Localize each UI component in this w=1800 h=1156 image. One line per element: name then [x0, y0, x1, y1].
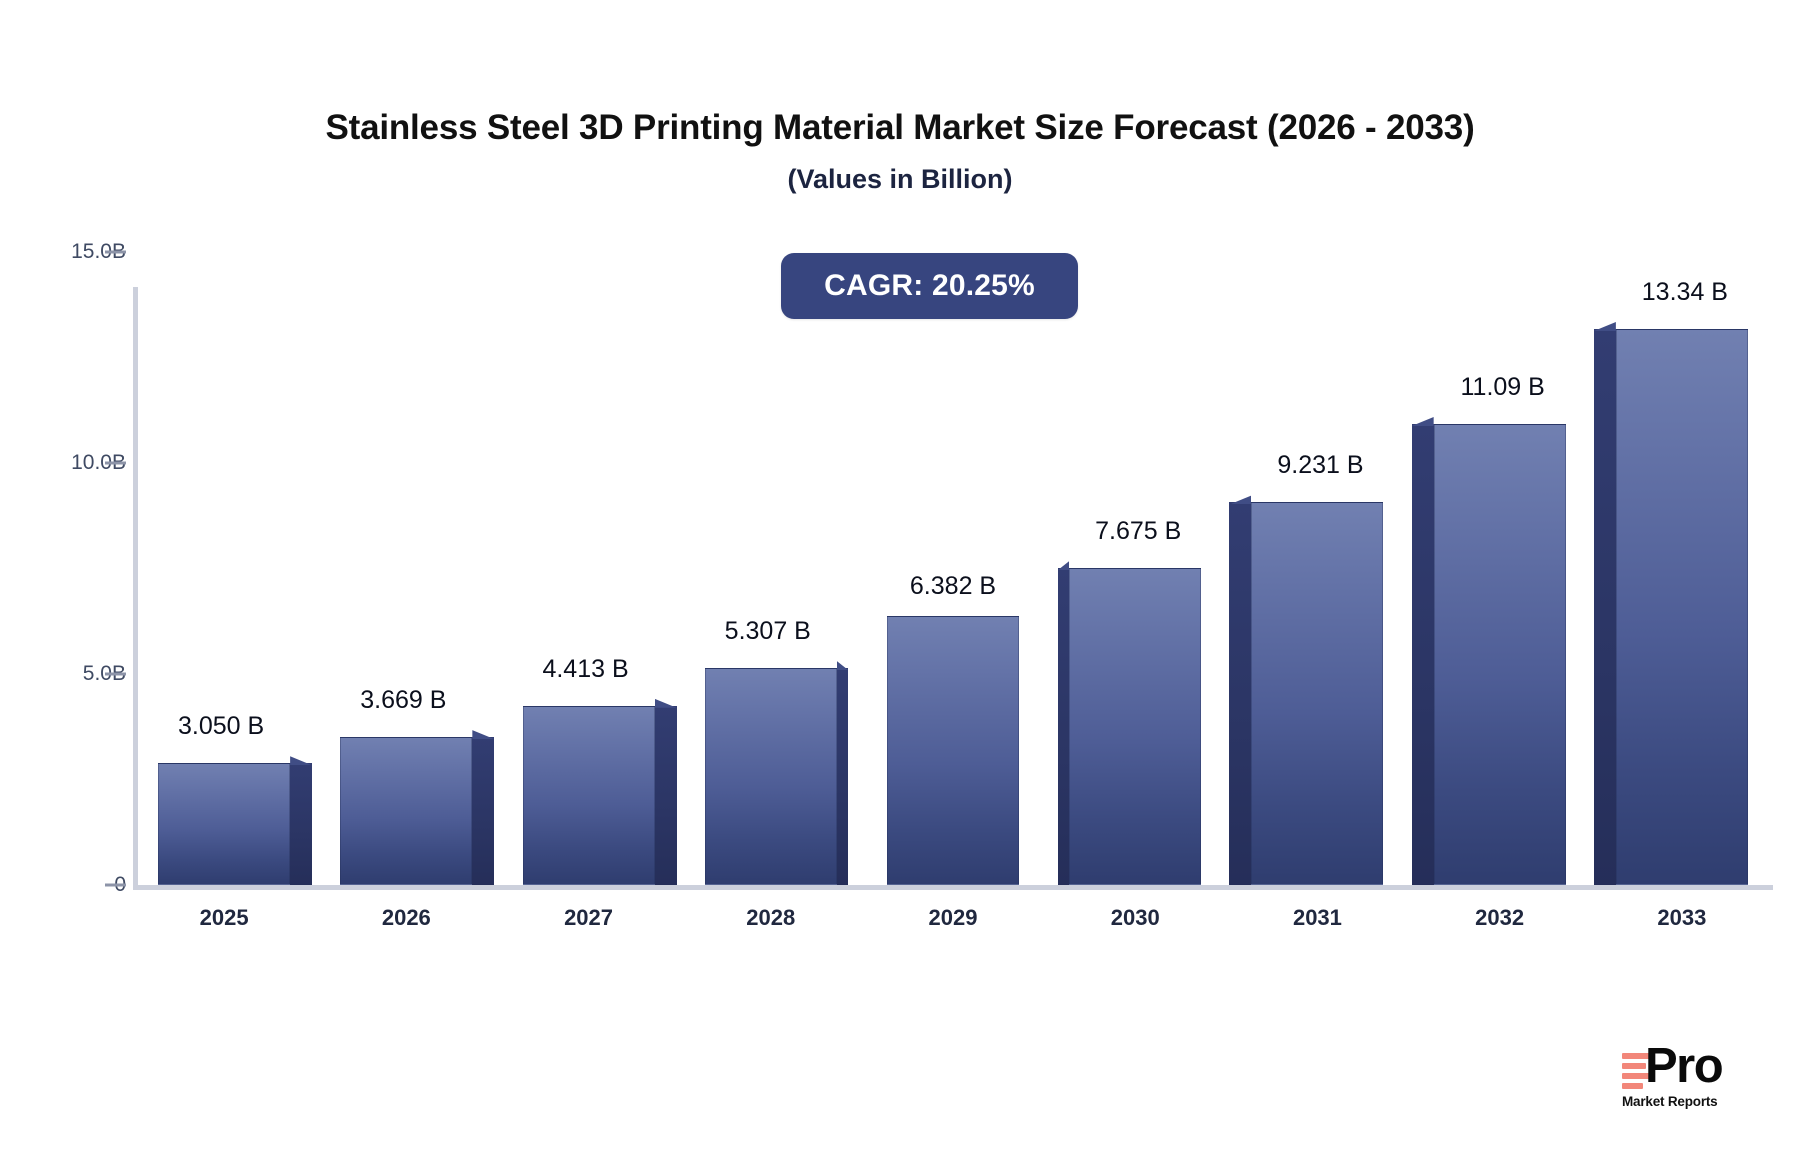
bar-side-face: [1593, 329, 1616, 885]
bar-value-label: 6.382 B: [909, 571, 997, 600]
bar-top-face: [1057, 561, 1070, 571]
bar-value-label: 7.675 B: [1095, 517, 1182, 546]
x-axis-tick-label-2033: 2033: [1657, 905, 1707, 930]
y-axis-tick-mark: [105, 250, 126, 254]
y-axis-tick-mark: [105, 672, 126, 676]
x-axis-tick-label-2031: 2031: [1292, 905, 1342, 930]
bar-front-face: [1251, 502, 1384, 885]
bar-top-face: [836, 661, 849, 671]
bar-value-label: 3.669 B: [360, 686, 447, 715]
page-title: Stainless Steel 3D Printing Material Mar…: [325, 108, 1475, 147]
x-axis-tick-label-2027: 2027: [564, 905, 614, 930]
bar-2025: [136, 756, 313, 885]
bar-value-label: 11.09 B: [1460, 373, 1545, 401]
bar-front-face: [704, 668, 837, 885]
y-axis-line: [133, 287, 138, 887]
y-axis-tick-mark: [105, 461, 126, 465]
logo-tagline: Market Reports: [1622, 1094, 1718, 1109]
bar-side-face: [472, 737, 495, 885]
x-axis-tick-label-2030: 2030: [1110, 905, 1160, 930]
bar-2033: [1593, 322, 1770, 885]
cagr-badge-label: CAGR: 20.25%: [824, 269, 1035, 302]
bar-value-label: 4.413 B: [542, 654, 629, 683]
x-axis-tick-label-2028: 2028: [746, 905, 796, 930]
bar-front-face: [1433, 424, 1566, 885]
bar-value-label: 13.34 B: [1641, 278, 1728, 307]
bar-value-label: 3.050 B: [178, 712, 265, 741]
bar-front-face: [1069, 568, 1202, 885]
x-axis-tick-label-2025: 2025: [199, 905, 249, 930]
bar-value-label: 5.307 B: [724, 617, 811, 646]
y-axis-tick-label: 5.0B: [82, 662, 126, 685]
bar-2027: [501, 698, 677, 885]
title-block: Stainless Steel 3D Printing Material Mar…: [0, 108, 1800, 195]
bar-2032: [1411, 417, 1588, 885]
bar-top-face: [1593, 322, 1616, 332]
bar-top-face: [654, 698, 677, 708]
bar-2030: [1047, 561, 1223, 885]
bar-top-face: [290, 756, 313, 766]
bar-side-face: [1411, 424, 1434, 885]
y-axis-tick-mark: [105, 883, 126, 887]
y-axis-tick-label: 10.0B: [71, 451, 126, 474]
bar-front-face: [158, 763, 291, 885]
x-axis-line: [133, 885, 1773, 890]
bar-top-face: [1229, 495, 1252, 505]
x-axis-tick-label-2029: 2029: [928, 905, 978, 930]
bar-side-face: [836, 668, 849, 885]
bar-value-label: 9.231 B: [1277, 451, 1364, 480]
cagr-badge: CAGR: 20.25%: [781, 253, 1078, 319]
x-axis-tick-label-2032: 2032: [1475, 905, 1525, 930]
bar-side-face: [654, 705, 677, 885]
bar-2028: [683, 661, 859, 885]
x-axis-tick-label-2026: 2026: [381, 905, 431, 930]
bar-side-face: [1057, 568, 1070, 885]
bar-front-face: [340, 737, 473, 885]
bar-front-face: [887, 615, 1019, 885]
logo-wordmark: Pro: [1645, 1039, 1724, 1093]
logo-stripes-icon: [1622, 1053, 1654, 1093]
bar-side-face: [290, 763, 313, 885]
bar-2031: [1229, 495, 1405, 885]
bar-top-face: [472, 730, 495, 740]
bar-top-face: [1411, 417, 1434, 426]
bar-front-face: [1615, 329, 1748, 885]
bar-2029: [865, 615, 1041, 885]
bar-front-face: [522, 705, 655, 885]
y-axis-tick-label: 15.0B: [71, 240, 126, 263]
bar-side-face: [1229, 502, 1252, 885]
chart-subtitle: (Values in Billion): [787, 164, 1013, 195]
logo: Pro Market Reports: [1622, 1042, 1790, 1116]
bar-2026: [318, 730, 495, 885]
